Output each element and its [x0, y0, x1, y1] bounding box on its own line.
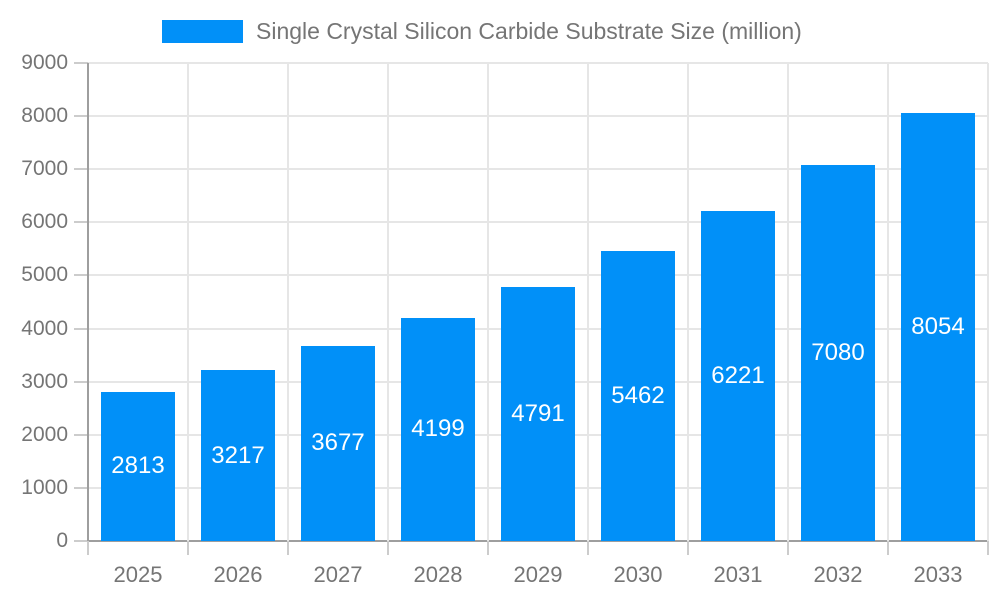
bar-value-label: 4791 — [511, 399, 565, 427]
legend-swatch — [162, 20, 243, 43]
y-axis-tick — [74, 380, 88, 383]
bar: 2813 — [101, 391, 175, 541]
bar: 4791 — [501, 286, 575, 541]
y-axis-tick — [74, 168, 88, 171]
y-gridline — [88, 115, 988, 118]
x-axis-tick-label: 2026 — [213, 562, 263, 587]
x-axis-tick-label: 2029 — [513, 562, 563, 587]
x-axis-tick — [987, 541, 989, 555]
y-axis-tick-label: 1000 — [21, 475, 68, 499]
y-axis-tick — [74, 540, 88, 542]
bar-value-label: 6221 — [711, 361, 765, 389]
x-axis-tick — [387, 541, 389, 555]
bar-value-label: 7080 — [811, 338, 865, 366]
x-gridline — [187, 63, 189, 541]
bar-value-label: 8054 — [911, 313, 965, 341]
x-axis-tick-label: 2033 — [913, 562, 963, 587]
x-gridline — [887, 63, 889, 541]
bar: 7080 — [801, 164, 875, 541]
bar-value-label: 3677 — [311, 429, 365, 457]
x-axis-tick-label: 2028 — [413, 562, 463, 587]
x-axis-tick — [287, 541, 289, 555]
y-gridline — [88, 221, 988, 224]
x-axis-tick-label: 2031 — [713, 562, 763, 587]
x-axis-tick — [87, 541, 89, 555]
bar: 3217 — [201, 370, 275, 541]
x-gridline — [687, 63, 689, 541]
y-axis-tick — [74, 274, 88, 277]
bar: 8054 — [901, 113, 975, 541]
x-axis-tick — [187, 541, 189, 555]
y-axis-tick — [74, 486, 88, 489]
x-axis-tick — [787, 541, 789, 555]
y-gridline — [88, 168, 988, 171]
y-axis-tick-label: 4000 — [21, 316, 68, 340]
y-axis-tick — [74, 433, 88, 436]
y-axis-tick-label: 7000 — [21, 157, 68, 181]
y-axis-tick-label: 0 — [56, 529, 68, 552]
x-axis-line — [88, 540, 988, 542]
x-axis-tick-label: 2030 — [613, 562, 663, 587]
x-axis-tick-label: 2025 — [113, 562, 163, 587]
bar: 6221 — [701, 210, 775, 541]
y-axis-tick-label: 5000 — [21, 263, 68, 287]
x-gridline — [787, 63, 789, 541]
bar-value-label: 2813 — [111, 452, 165, 480]
x-gridline — [987, 63, 989, 541]
legend-series-label: Single Crystal Silicon Carbide Substrate… — [256, 18, 802, 44]
x-axis-tick — [487, 541, 489, 555]
y-axis-tick-label: 9000 — [21, 51, 68, 74]
x-axis-tick — [887, 541, 889, 555]
x-axis-tick-label: 2032 — [813, 562, 863, 587]
bar: 3677 — [301, 345, 375, 541]
y-axis-tick — [74, 62, 88, 64]
y-axis-line — [87, 63, 89, 541]
y-axis-tick — [74, 221, 88, 224]
bar: 5462 — [601, 250, 675, 541]
x-gridline — [387, 63, 389, 541]
chart-legend: Single Crystal Silicon Carbide Substrate… — [162, 18, 802, 45]
y-gridline — [88, 274, 988, 277]
y-axis-tick-label: 6000 — [21, 210, 68, 234]
x-axis-tick-label: 2027 — [313, 562, 363, 587]
bar-value-label: 3217 — [211, 441, 265, 469]
y-axis-tick — [74, 327, 88, 330]
x-gridline — [487, 63, 489, 541]
y-axis-tick-label: 2000 — [21, 422, 68, 446]
y-axis-tick — [74, 115, 88, 118]
y-axis-tick-label: 3000 — [21, 369, 68, 393]
bar-value-label: 5462 — [611, 381, 665, 409]
y-axis-tick-label: 8000 — [21, 104, 68, 128]
x-axis-tick — [687, 541, 689, 555]
x-gridline — [587, 63, 589, 541]
x-axis-tick — [587, 541, 589, 555]
bar-value-label: 4199 — [411, 415, 465, 443]
x-gridline — [287, 63, 289, 541]
y-gridline — [88, 62, 988, 64]
bar: 4199 — [401, 317, 475, 541]
